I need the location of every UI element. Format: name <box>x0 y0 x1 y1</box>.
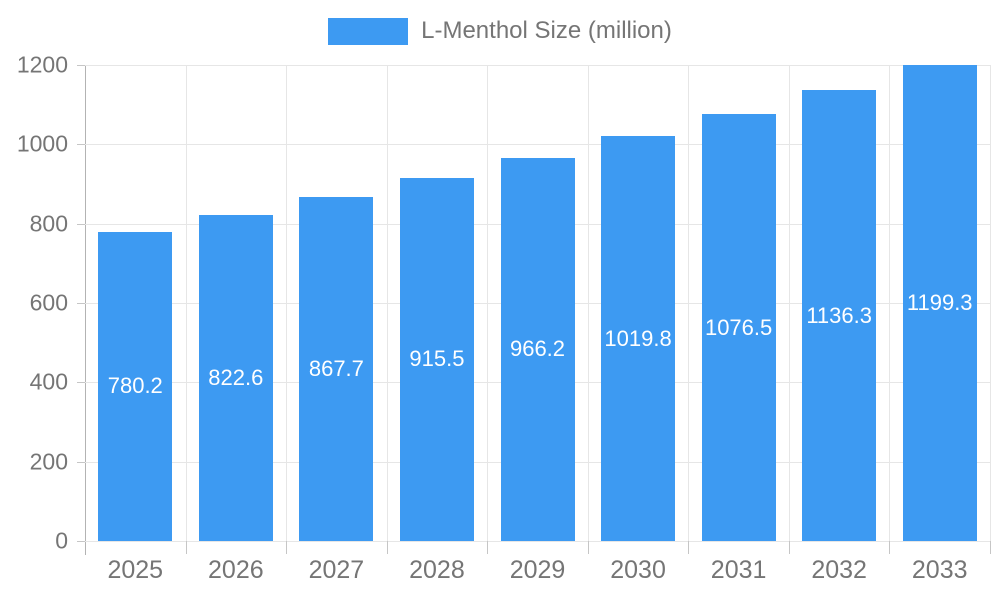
bar-value-label: 966.2 <box>509 336 566 362</box>
v-gridline <box>889 65 891 541</box>
bar-value-label: 1019.8 <box>604 325 672 351</box>
bar-value-label: 1199.3 <box>906 290 973 316</box>
y-axis-label: 800 <box>29 210 68 237</box>
x-axis-label: 2028 <box>409 556 465 584</box>
h-gridline <box>85 144 990 146</box>
y-axis-tick <box>77 303 85 304</box>
x-axis-label: 2026 <box>208 556 264 584</box>
x-axis-label: 2031 <box>710 556 767 584</box>
v-gridline <box>587 65 589 541</box>
y-axis-tick <box>77 65 85 66</box>
bar[interactable]: 915.5 <box>399 177 474 541</box>
y-axis-label: 600 <box>29 289 68 316</box>
x-axis-tick <box>990 541 991 554</box>
bar-value-label: 867.7 <box>308 355 364 381</box>
x-axis-tick <box>286 541 288 554</box>
y-axis-label: 1000 <box>16 130 68 157</box>
x-axis-tick <box>688 541 690 554</box>
bar[interactable]: 966.2 <box>500 157 575 541</box>
v-gridline <box>286 65 288 541</box>
y-axis-label: 200 <box>29 448 68 475</box>
v-gridline <box>990 65 991 541</box>
y-axis-tick <box>77 382 85 384</box>
y-axis-line <box>85 65 86 555</box>
h-gridline <box>85 541 990 542</box>
bar-value-label: 822.6 <box>208 364 264 390</box>
v-gridline <box>487 65 489 541</box>
bar[interactable]: 867.7 <box>299 196 374 541</box>
bar-value-label: 780.2 <box>107 373 163 399</box>
x-axis-label: 2032 <box>811 556 867 584</box>
y-axis-tick <box>77 541 85 542</box>
x-axis-label: 2033 <box>911 556 968 584</box>
v-gridline <box>185 65 187 541</box>
x-axis-tick <box>487 541 489 554</box>
legend-swatch <box>328 17 409 45</box>
bar-value-label: 1136.3 <box>806 302 872 328</box>
bar[interactable]: 1199.3 <box>902 65 977 541</box>
bar[interactable]: 822.6 <box>198 214 273 541</box>
legend-label: L-Menthol Size (million) <box>421 17 672 44</box>
y-axis-label: 1200 <box>16 51 68 78</box>
x-axis-tick <box>386 541 388 554</box>
h-gridline <box>85 65 990 66</box>
bar-value-label: 1076.5 <box>704 314 773 340</box>
y-axis-label: 0 <box>55 527 68 554</box>
x-axis-tick <box>185 541 187 554</box>
y-axis-label: 400 <box>29 368 68 395</box>
x-axis-label: 2030 <box>610 556 666 584</box>
y-axis-tick <box>77 144 85 146</box>
bar[interactable]: 780.2 <box>98 231 173 541</box>
bar[interactable]: 1019.8 <box>601 136 676 541</box>
plot-area: 780.2 822.6 867.7 915.5 966.2 1019.8 1076.5 113… <box>85 65 991 542</box>
v-gridline <box>788 65 790 541</box>
y-axis-tick <box>77 223 85 225</box>
bar-value-label: 915.5 <box>409 346 465 372</box>
legend[interactable]: L-Menthol Size (million) <box>0 14 1000 48</box>
x-axis-label: 2025 <box>107 556 164 584</box>
x-axis-tick <box>788 541 790 554</box>
bar[interactable]: 1136.3 <box>802 90 877 541</box>
v-gridline <box>386 65 388 541</box>
x-axis-label: 2029 <box>509 556 566 584</box>
x-axis-tick <box>889 541 891 554</box>
y-axis-tick <box>77 461 85 463</box>
bar[interactable]: 1076.5 <box>701 114 776 541</box>
x-axis-label: 2027 <box>308 556 365 584</box>
x-axis-tick <box>587 541 589 554</box>
v-gridline <box>688 65 690 541</box>
